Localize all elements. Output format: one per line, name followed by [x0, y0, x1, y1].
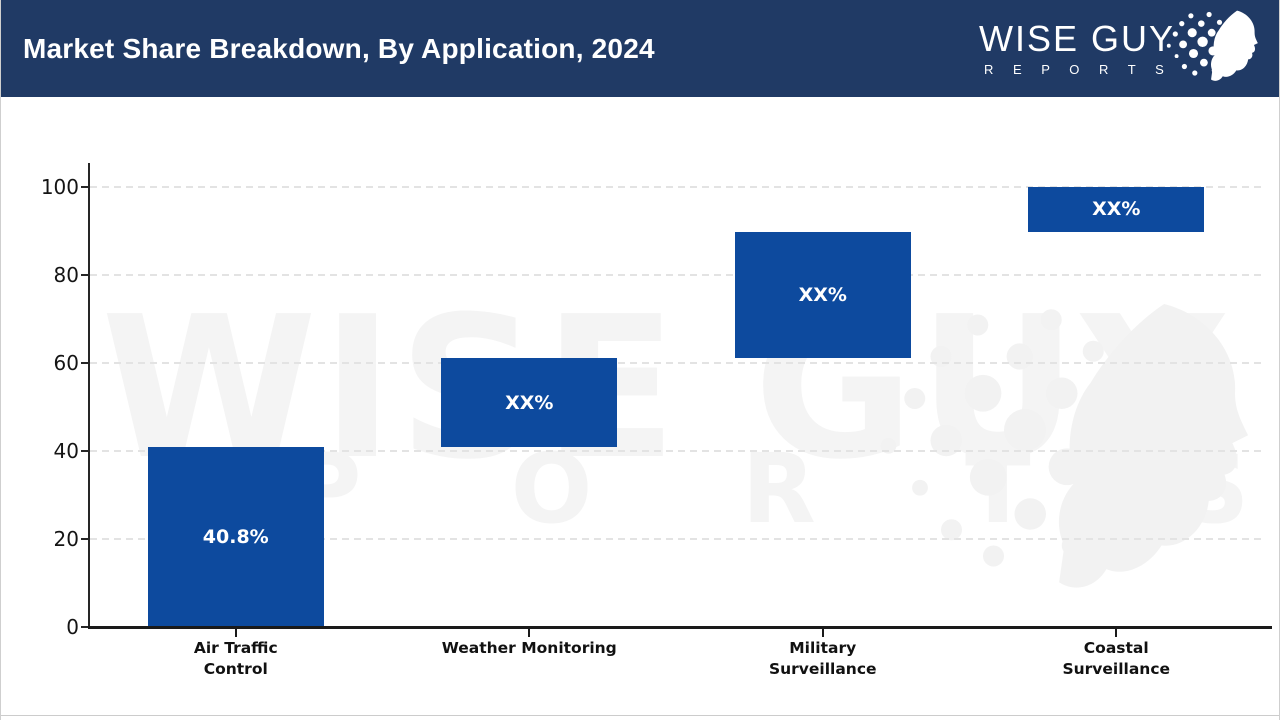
y-axis-tick-mark	[81, 186, 90, 188]
x-axis-tick-mark	[1115, 629, 1118, 637]
x-axis-category-label: Coastal Surveillance	[1062, 639, 1171, 678]
y-axis-line	[88, 163, 90, 627]
y-gridline	[90, 274, 1263, 276]
header: Market Share Breakdown, By Application, …	[1, 0, 1279, 97]
waterfall-bar: XX%	[734, 231, 911, 358]
y-axis-tick-mark	[81, 538, 90, 540]
y-axis-tick-label: 100	[40, 175, 79, 199]
y-gridline	[90, 450, 1263, 452]
brand-logo: WISE GUY R E P O R T S	[979, 8, 1265, 90]
y-axis-tick-mark	[81, 450, 90, 452]
brand-wordmark: WISE GUY R E P O R T S	[978, 17, 1175, 77]
y-gridline	[90, 538, 1263, 540]
page-title: Market Share Breakdown, By Application, …	[23, 32, 655, 64]
x-axis-category-label: Military Surveillance	[768, 639, 877, 678]
waterfall-bar: XX%	[1028, 187, 1205, 232]
watermark-head-icon	[857, 215, 1277, 691]
y-axis-tick-mark	[81, 626, 90, 628]
x-axis-category-label: Weather Monitoring	[441, 639, 617, 657]
x-axis-tick-mark	[234, 629, 237, 637]
chart-canvas: WISE GUY P O R T S 0 20 40 60 80 100 40.8% Air …	[1, 97, 1279, 720]
brand-name: WISE GUY	[978, 17, 1175, 59]
y-axis-tick-label: 80	[53, 263, 79, 287]
x-axis-tick-mark	[821, 629, 824, 637]
y-axis-tick-mark	[81, 274, 90, 276]
y-axis-tick-label: 0	[66, 615, 79, 639]
bar-value-label: XX%	[1092, 198, 1141, 221]
y-axis-tick-label: 60	[53, 351, 79, 375]
x-axis-line	[88, 626, 1272, 629]
bar-value-label: 40.8%	[202, 526, 269, 549]
waterfall-bar: 40.8%	[147, 447, 324, 627]
y-axis-tick-mark	[81, 362, 90, 364]
waterfall-bar: XX%	[441, 357, 618, 448]
y-axis-tick-label: 20	[53, 527, 79, 551]
bar-value-label: XX%	[505, 391, 554, 414]
y-gridline	[90, 362, 1263, 364]
x-axis-category-label: Air Traffic Control	[193, 639, 278, 678]
footer-divider	[1, 715, 1279, 716]
y-gridline	[90, 186, 1263, 188]
brand-head-icon	[1161, 8, 1265, 90]
brand-subname: R E P O R T S	[983, 61, 1172, 77]
bar-value-label: XX%	[798, 283, 847, 306]
y-axis-tick-label: 40	[53, 439, 79, 463]
x-axis-tick-mark	[528, 629, 531, 637]
